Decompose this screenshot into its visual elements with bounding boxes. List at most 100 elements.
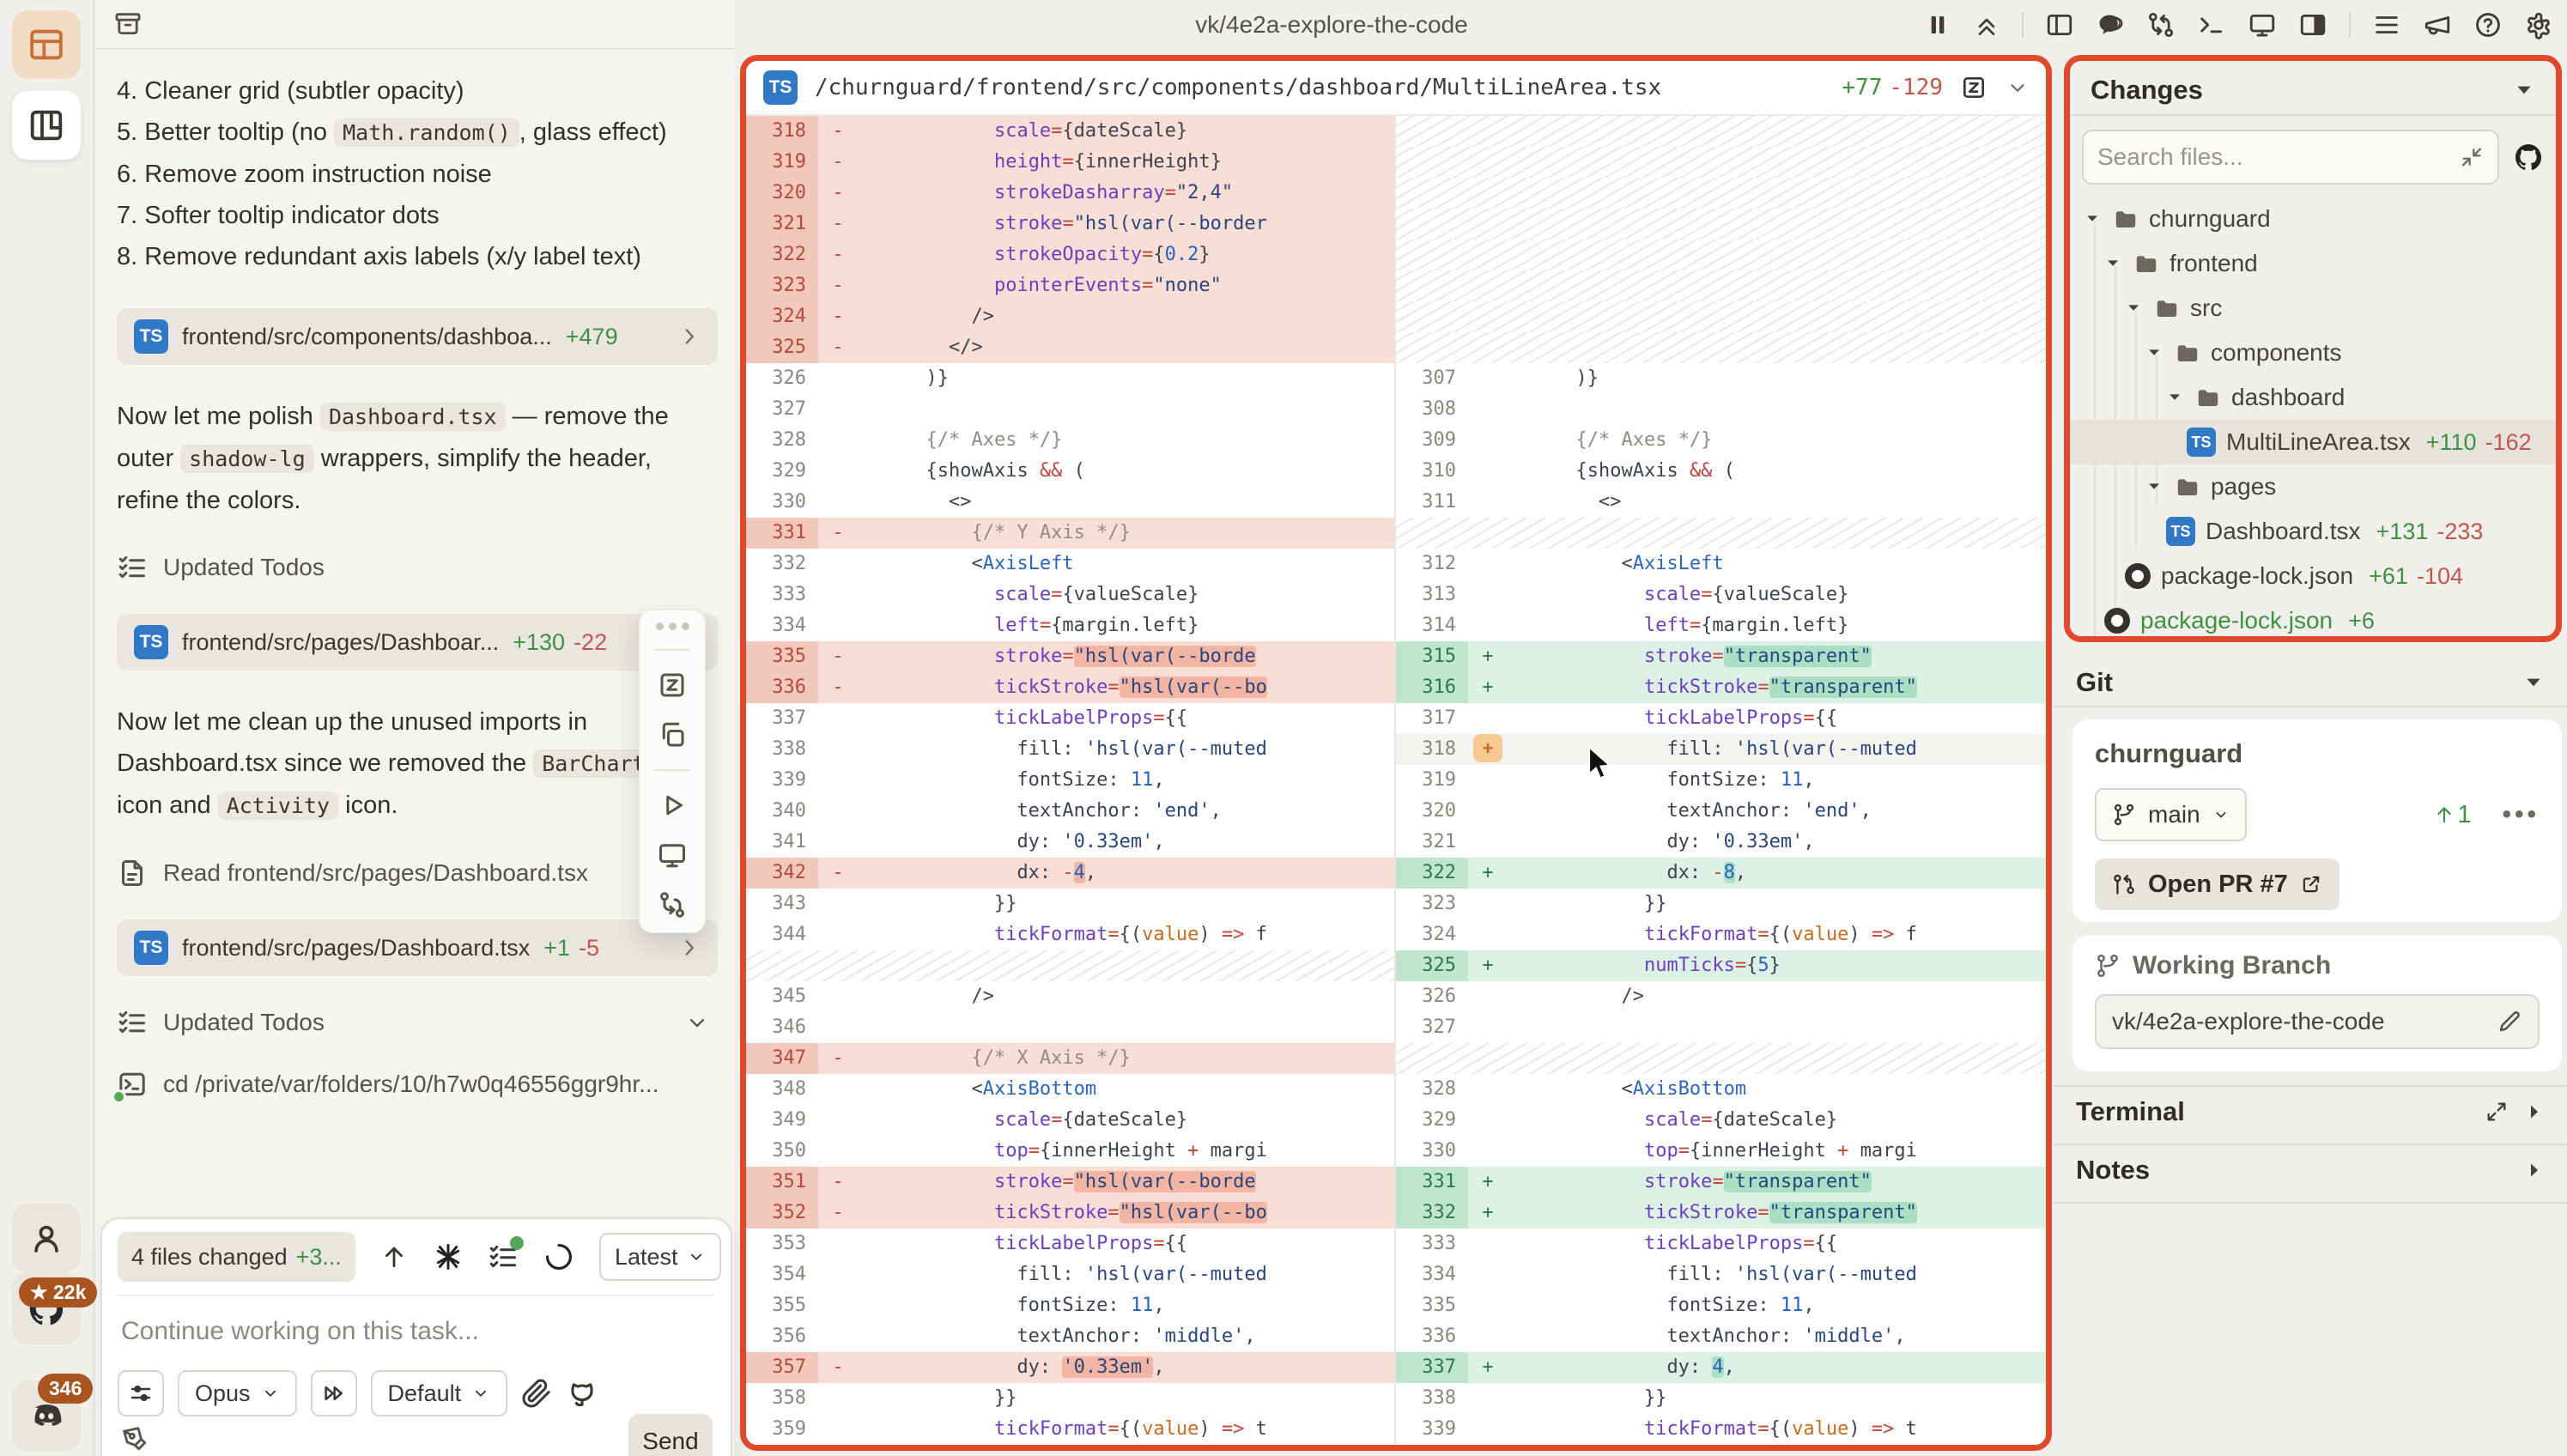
attach-button[interactable]	[521, 1378, 552, 1409]
tree-item-churnguard[interactable]: churnguard	[2070, 197, 2556, 241]
help-button[interactable]	[2473, 10, 2503, 39]
toolbar-divider	[2022, 12, 2024, 38]
kanban-icon	[27, 106, 66, 145]
tree-item-dashboard[interactable]: dashboard	[2070, 375, 2556, 420]
options-button[interactable]	[118, 1370, 164, 1417]
diff-marker	[1468, 549, 1508, 579]
terminal-button[interactable]	[2197, 10, 2226, 39]
add-comment-button[interactable]: +	[1473, 734, 1502, 762]
diff-row: 327308	[746, 394, 2046, 425]
mouse-cursor	[1580, 743, 1617, 781]
chevron-right-icon[interactable]	[2524, 1160, 2545, 1180]
diff-marker	[1468, 765, 1508, 796]
git-compare-button[interactable]	[657, 889, 688, 920]
chevron-expanded-icon[interactable]	[2084, 209, 2103, 228]
branch-dropdown[interactable]: main	[2095, 788, 2247, 841]
file-chip[interactable]: TSfrontend/src/pages/Dashboar...+130-22	[117, 614, 718, 670]
chat-bubble-button[interactable]	[2096, 10, 2125, 39]
tool-row-todos[interactable]: Updated Todos	[117, 552, 718, 583]
git-more-button[interactable]: •••	[2502, 800, 2540, 829]
pause-button[interactable]	[1924, 11, 1951, 39]
git-header-label: Git	[2076, 667, 2113, 698]
expand-icon[interactable]	[2485, 1100, 2509, 1124]
model-dropdown[interactable]: Opus	[178, 1370, 297, 1417]
file-chip[interactable]: TSfrontend/src/components/dashboa...+479	[117, 308, 718, 365]
github-cat-icon[interactable]	[2513, 142, 2544, 173]
todo-status-button[interactable]	[488, 1241, 519, 1272]
board-view-button[interactable]	[12, 91, 81, 160]
working-branch-input[interactable]: vk/4e2a-explore-the-code	[2095, 994, 2540, 1049]
diff-marker	[1468, 1290, 1508, 1321]
github-context-button[interactable]	[566, 1377, 598, 1410]
chevron-right-icon[interactable]	[2524, 1101, 2545, 1122]
tool-row-term[interactable]: cd /private/var/folders/10/h7w0q46556ggr…	[117, 1069, 718, 1100]
tree-item-components[interactable]: components	[2070, 331, 2556, 375]
chevron-expanded-icon[interactable]	[2125, 299, 2144, 318]
file-chip[interactable]: TSfrontend/src/pages/Dashboard.tsx+1-5	[117, 919, 718, 976]
tool-row-doc[interactable]: Read frontend/src/pages/Dashboard.tsx	[117, 858, 718, 889]
chevron-expanded-icon[interactable]	[2145, 477, 2164, 496]
preview-button[interactable]	[657, 840, 688, 871]
archive-icon[interactable]	[113, 9, 143, 39]
sparkle-icon[interactable]	[433, 1241, 464, 1272]
open-pr-button[interactable]: Open PR #7	[2095, 858, 2339, 910]
menu-button[interactable]	[2372, 10, 2401, 39]
settings-button[interactable]	[2524, 10, 2553, 39]
diff-marker	[1468, 1383, 1508, 1414]
tree-item-package-lock.json[interactable]: package-lock.json+6	[2070, 598, 2556, 642]
diff-row: 346327	[746, 1012, 2046, 1043]
account-button[interactable]	[12, 1204, 81, 1272]
panel-left-button[interactable]	[2045, 10, 2074, 39]
drag-handle-icon[interactable]	[656, 622, 689, 630]
line-number: 321	[1396, 827, 1468, 858]
tree-item-frontend[interactable]: frontend	[2070, 241, 2556, 286]
working-branch-card: Working Branch vk/4e2a-explore-the-code	[2072, 936, 2562, 1071]
diff-row: 343 }}323 }}	[746, 889, 2046, 919]
edit-pencil-icon[interactable]	[2497, 1009, 2522, 1034]
message-input[interactable]: Continue working on this task...	[118, 1296, 715, 1346]
chevron-down-icon[interactable]	[2513, 79, 2535, 101]
collapse-tree-icon[interactable]	[2460, 145, 2484, 169]
run-button[interactable]	[657, 790, 688, 821]
copy-button[interactable]	[657, 719, 688, 750]
panel-right-button[interactable]	[2298, 10, 2327, 39]
search-placeholder: Search files...	[2097, 143, 2243, 171]
diff-view-button[interactable]	[657, 670, 688, 701]
monitor-button[interactable]	[2248, 10, 2277, 39]
tree-item-package-lock.json[interactable]: package-lock.json+61-104	[2070, 554, 2556, 598]
tree-item-Dashboard.tsx[interactable]: TSDashboard.tsx+131-233	[2070, 509, 2556, 554]
diff-mode-button[interactable]	[1960, 74, 1987, 101]
code-text: dx: -8,	[1508, 858, 2046, 889]
files-changed-pill[interactable]: 4 files changed +3...	[118, 1232, 355, 1282]
scroll-to-top-button[interactable]	[379, 1242, 409, 1271]
git-compare-button[interactable]	[2146, 10, 2176, 39]
fast-forward-button[interactable]	[311, 1370, 357, 1417]
tool-row-todos[interactable]: Updated Todos	[117, 1007, 718, 1038]
chevron-down-icon[interactable]	[2006, 76, 2029, 99]
tree-item-MultiLineArea.tsx[interactable]: TSMultiLineArea.tsx+110-162	[2070, 420, 2556, 464]
search-files-input[interactable]: Search files...	[2082, 130, 2499, 185]
workspace-layout-button[interactable]	[12, 10, 81, 79]
tree-item-src[interactable]: src	[2070, 286, 2556, 331]
diff-marker: +	[1468, 641, 1508, 672]
collapse-all-button[interactable]	[1973, 11, 2000, 39]
branch-name: main	[2148, 801, 2200, 828]
megaphone-button[interactable]	[2423, 10, 2452, 39]
chevron-expanded-icon[interactable]	[2145, 343, 2164, 362]
chevron-expanded-icon[interactable]	[2104, 254, 2123, 273]
npm-file-icon	[2104, 608, 2130, 634]
code-text: }}	[1508, 1383, 2046, 1414]
diff-line-l: 319- height={innerHeight}	[746, 147, 1396, 178]
changes-panel: Changes Search files... churnguardfronte…	[2064, 55, 2562, 642]
notes-section-header[interactable]: Notes	[2054, 1147, 2567, 1193]
terminal-section-header[interactable]: Terminal	[2054, 1089, 2567, 1135]
send-button[interactable]: Send	[628, 1414, 713, 1456]
tree-item-pages[interactable]: pages	[2070, 464, 2556, 509]
mode-dropdown[interactable]: Default	[371, 1370, 508, 1417]
version-dropdown[interactable]: Latest	[599, 1233, 721, 1281]
pen-tool-icon[interactable]	[119, 1423, 149, 1453]
fast-forward-icon	[321, 1380, 347, 1406]
version-label: Latest	[615, 1244, 678, 1271]
git-section-header[interactable]: Git	[2054, 659, 2567, 706]
chevron-expanded-icon[interactable]	[2166, 388, 2185, 407]
